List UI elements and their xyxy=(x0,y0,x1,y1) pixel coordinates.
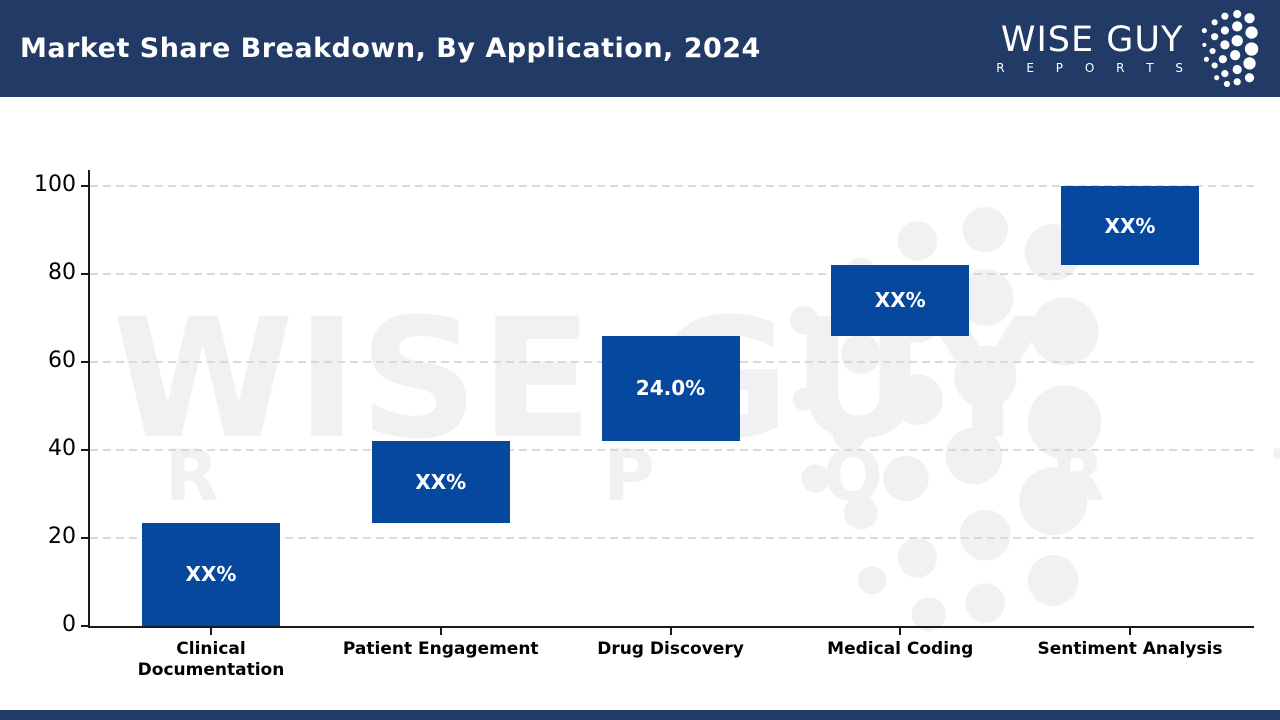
y-tick-80 xyxy=(81,273,88,275)
y-tick-0 xyxy=(81,625,88,627)
logo-face-icon xyxy=(1201,9,1259,87)
footer-bar xyxy=(0,710,1280,720)
y-tick-100 xyxy=(81,185,88,187)
bar-clinical-documentation: XX% xyxy=(142,522,280,626)
y-tick-label-60: 60 xyxy=(48,348,76,373)
x-category-label-1: Patient Engagement xyxy=(342,639,539,659)
gridline-y100 xyxy=(90,185,1254,187)
bar-value-label: XX% xyxy=(185,562,237,587)
gridline-y40 xyxy=(90,449,1254,451)
x-category-label-2: Drug Discovery xyxy=(597,639,744,659)
wise-guy-reports-logo: WISE GUY R E P O R T S xyxy=(992,9,1260,88)
x-category-label-3: Medical Coding xyxy=(827,639,974,659)
x-tick-1 xyxy=(439,628,442,635)
chart-area: WISE GUY R E P O R T S 020406080100XX%Cl… xyxy=(0,97,1280,710)
x-axis-line xyxy=(88,626,1254,628)
bar-value-label: XX% xyxy=(874,288,926,313)
y-tick-20 xyxy=(81,537,88,539)
bar-value-label: XX% xyxy=(415,469,467,494)
x-tick-0 xyxy=(210,628,212,635)
x-tick-4 xyxy=(1129,628,1131,635)
bar-patient-engagement: XX% xyxy=(371,441,510,523)
y-axis-line xyxy=(88,170,90,628)
y-tick-label-20: 20 xyxy=(48,524,76,549)
y-tick-label-40: 40 xyxy=(48,436,76,461)
logo-wordmark: WISE GUY xyxy=(1000,19,1184,60)
gridline-y20 xyxy=(90,537,1254,539)
logo-subtitle: R E P O R T S xyxy=(996,60,1192,75)
watermark-subtitle: R E P O R T S xyxy=(165,435,1280,517)
y-tick-label-100: 100 xyxy=(34,172,76,197)
page-title: Market Share Breakdown, By Application, … xyxy=(20,33,761,64)
bar-value-label: XX% xyxy=(1104,213,1156,238)
x-tick-3 xyxy=(899,628,902,635)
logo-text: WISE GUY R E P O R T S xyxy=(992,19,1192,75)
y-tick-60 xyxy=(81,361,88,363)
bar-medical-coding: XX% xyxy=(831,265,970,336)
bar-drug-discovery: 24.0% xyxy=(601,335,740,442)
y-tick-label-0: 0 xyxy=(62,612,76,637)
y-tick-label-80: 80 xyxy=(48,260,76,285)
gridline-y80 xyxy=(90,273,1254,275)
x-tick-2 xyxy=(669,628,672,635)
header: Market Share Breakdown, By Application, … xyxy=(0,0,1280,97)
bar-value-label: 24.0% xyxy=(635,376,706,401)
x-category-label-4: Sentiment Analysis xyxy=(1037,639,1223,659)
bar-sentiment-analysis: XX% xyxy=(1061,186,1199,266)
x-category-label-0: Clinical Documentation xyxy=(137,639,285,681)
y-tick-40 xyxy=(81,449,88,451)
